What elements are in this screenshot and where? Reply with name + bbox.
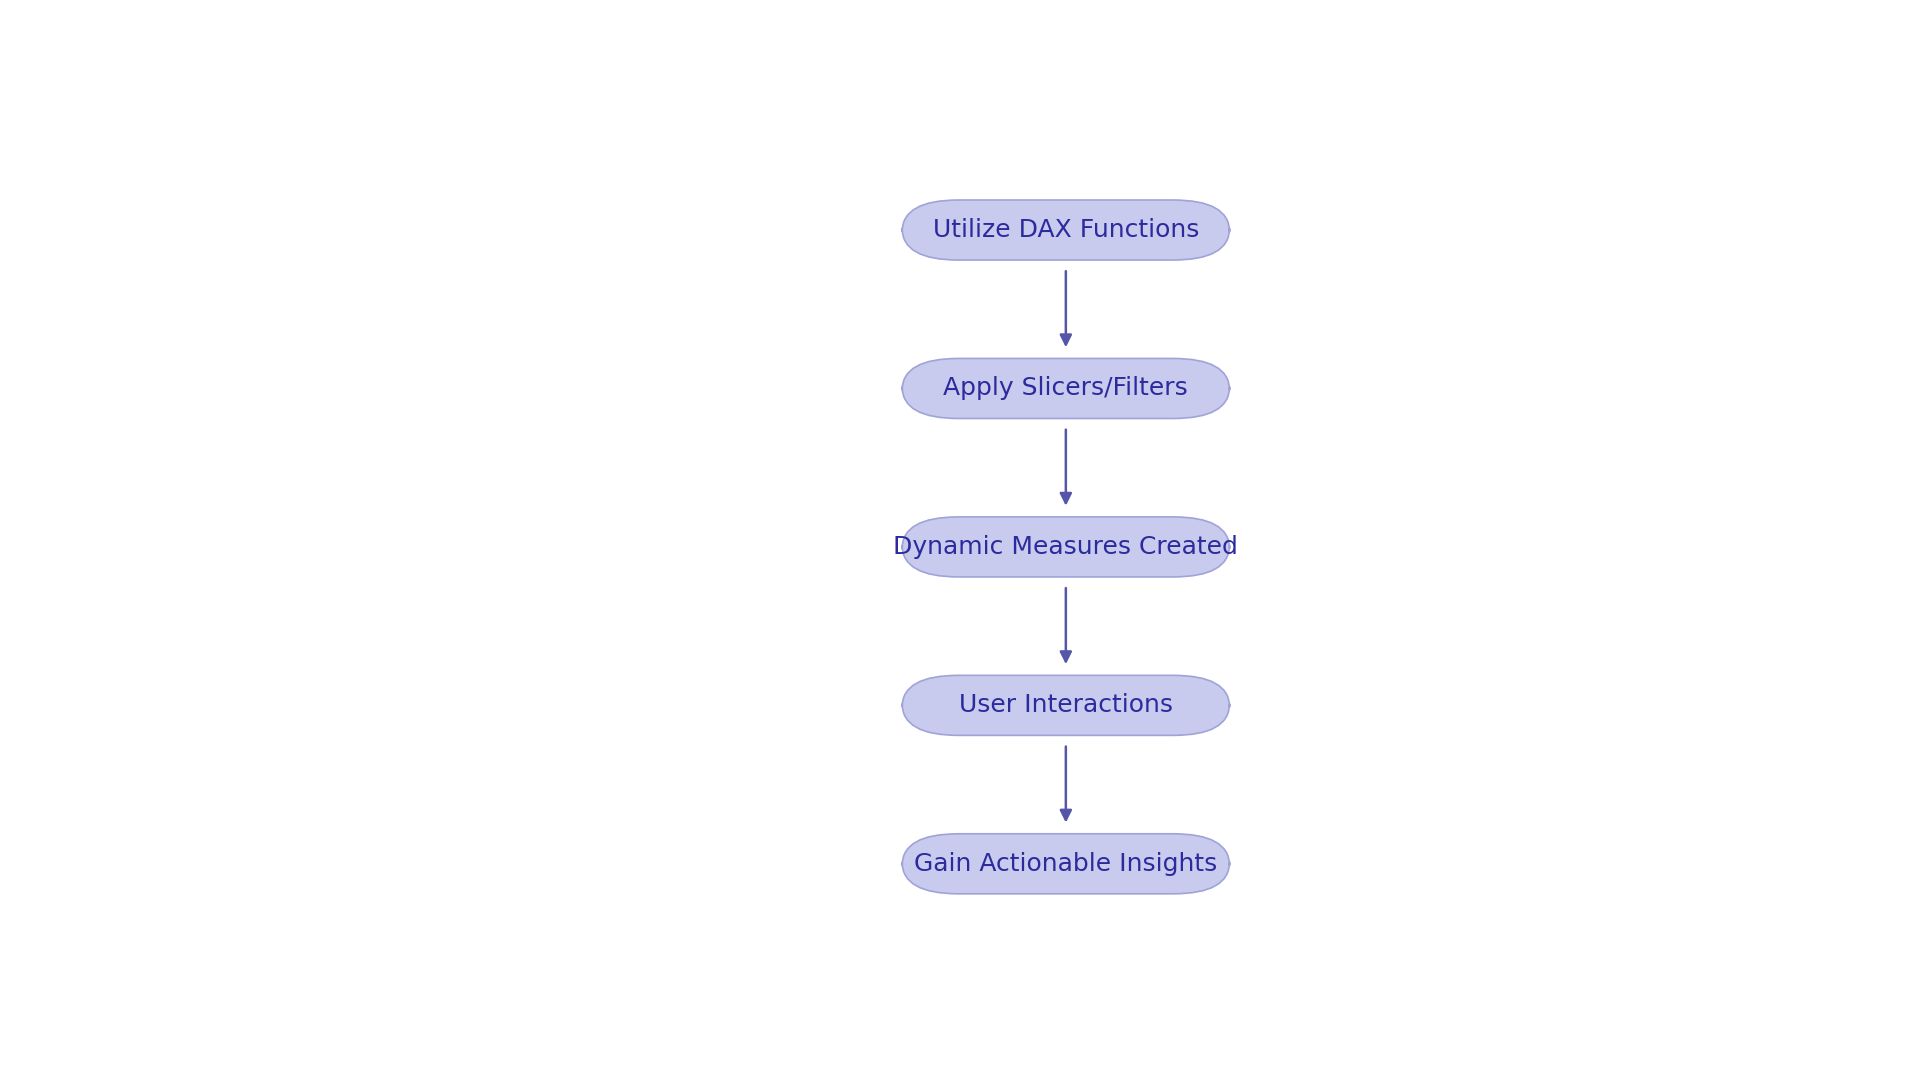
FancyBboxPatch shape [902,358,1229,418]
FancyBboxPatch shape [902,676,1229,735]
FancyBboxPatch shape [902,200,1229,260]
Text: Dynamic Measures Created: Dynamic Measures Created [893,535,1238,559]
FancyBboxPatch shape [902,834,1229,893]
Text: User Interactions: User Interactions [958,693,1173,717]
Text: Utilize DAX Functions: Utilize DAX Functions [933,218,1198,242]
Text: Gain Actionable Insights: Gain Actionable Insights [914,852,1217,876]
FancyBboxPatch shape [902,517,1229,577]
Text: Apply Slicers/Filters: Apply Slicers/Filters [943,377,1188,401]
